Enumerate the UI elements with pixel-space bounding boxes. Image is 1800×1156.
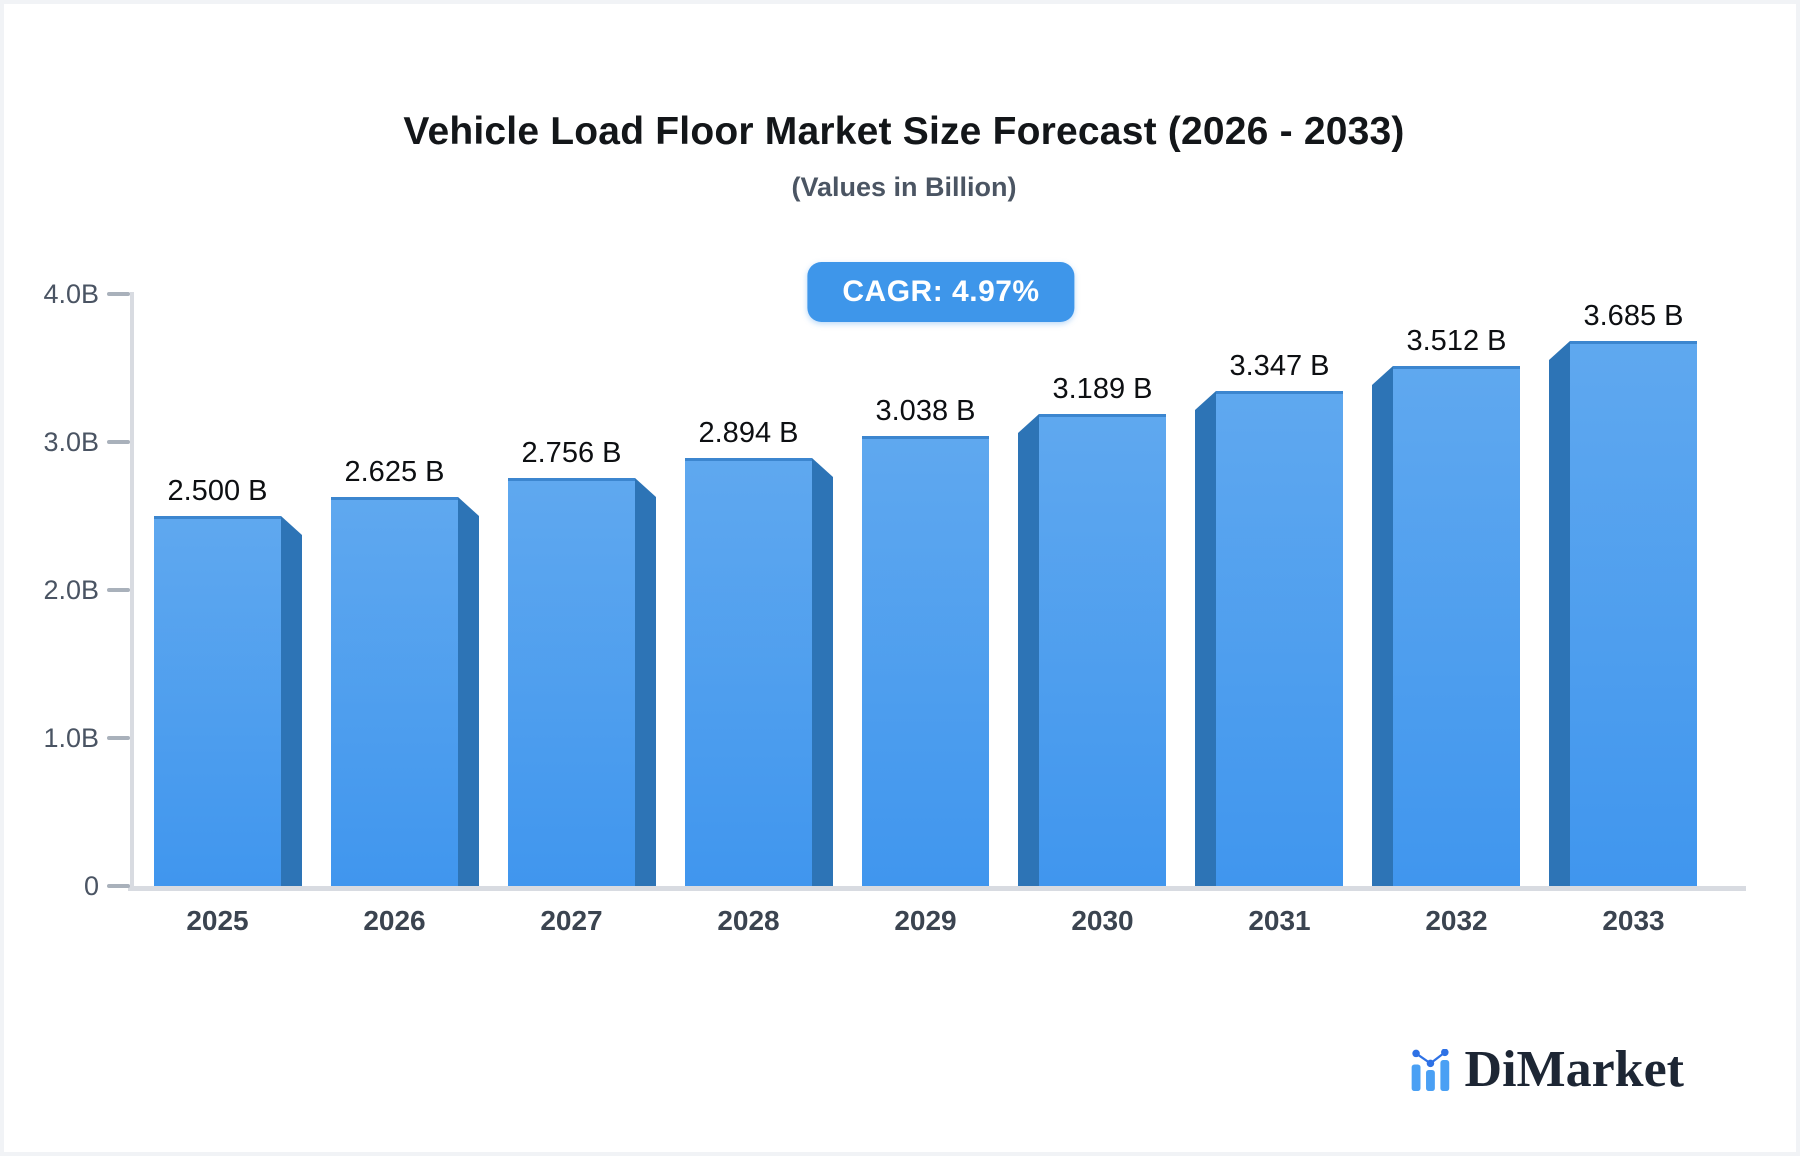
bar-3d-side xyxy=(1372,366,1393,886)
y-axis-tick xyxy=(107,884,130,888)
chart-subtitle: (Values in Billion) xyxy=(791,172,1017,202)
x-axis-label: 2028 xyxy=(717,905,780,936)
y-axis-tick-label: 4.0B xyxy=(43,279,99,309)
x-axis-line xyxy=(128,886,1746,891)
bar-2030 xyxy=(1039,414,1166,886)
bar-3d-side xyxy=(1018,414,1039,886)
chart-card: Vehicle Load Floor Market Size Forecast … xyxy=(4,4,1796,1152)
bar-3d-side xyxy=(1195,391,1216,886)
bar-value-label: 2.625 B xyxy=(344,456,445,488)
x-axis-label: 2026 xyxy=(363,905,426,936)
bar-value-label: 3.347 B xyxy=(1229,350,1330,382)
bar-3d-side xyxy=(635,478,656,886)
mini-bar-line-chart-icon xyxy=(1411,1049,1449,1091)
x-axis-label: 2025 xyxy=(186,905,249,936)
y-axis-tick xyxy=(107,588,130,592)
bar-2026 xyxy=(331,497,458,886)
brand-name: DiMarket xyxy=(1464,1041,1684,1098)
cagr-badge: CAGR: 4.97% xyxy=(807,262,1075,322)
x-axis-label: 2032 xyxy=(1425,905,1488,936)
bar-3d-side xyxy=(281,516,302,886)
bar-2025 xyxy=(154,516,281,886)
x-axis-label: 2033 xyxy=(1602,905,1665,936)
bar-value-label: 2.500 B xyxy=(167,475,268,507)
bar-3d-side xyxy=(812,458,833,886)
bar-value-label: 3.512 B xyxy=(1406,325,1507,357)
chart-title: Vehicle Load Floor Market Size Forecast … xyxy=(403,110,1405,153)
x-axis-label: 2029 xyxy=(894,905,957,936)
y-axis-tick xyxy=(107,440,130,444)
bar-2032 xyxy=(1393,366,1520,886)
x-axis-label: 2030 xyxy=(1071,905,1134,936)
x-axis-label: 2027 xyxy=(540,905,603,936)
bar-2028 xyxy=(685,458,812,886)
bar-3d-side xyxy=(1549,341,1570,886)
y-axis-tick-label: 0 xyxy=(83,871,99,901)
y-axis-tick-label: 2.0B xyxy=(43,575,99,605)
x-axis-label: 2031 xyxy=(1248,905,1311,936)
bar-value-label: 2.756 B xyxy=(521,437,622,469)
bar-2027 xyxy=(508,478,635,886)
y-axis-tick-label: 3.0B xyxy=(43,427,99,457)
bar-3d-side xyxy=(458,497,479,886)
y-axis-line xyxy=(130,292,134,890)
bar-value-label: 3.189 B xyxy=(1052,373,1153,405)
bar-2029 xyxy=(862,436,989,886)
bar-value-label: 3.685 B xyxy=(1583,300,1684,332)
plot-area: 0 1.0B 2.0B 3.0B 4.0B 2.500 B 2025 2.625 B 2026 2… xyxy=(4,4,1796,1152)
bar-2033 xyxy=(1570,341,1697,886)
y-axis-tick xyxy=(107,292,130,296)
y-axis-tick-label: 1.0B xyxy=(43,723,99,753)
bar-value-label: 3.038 B xyxy=(875,395,976,427)
brand-logo: DiMarket xyxy=(1411,1044,1684,1096)
bar-2031 xyxy=(1216,391,1343,886)
y-axis-tick xyxy=(107,736,130,740)
bar-value-label: 2.894 B xyxy=(698,417,799,449)
